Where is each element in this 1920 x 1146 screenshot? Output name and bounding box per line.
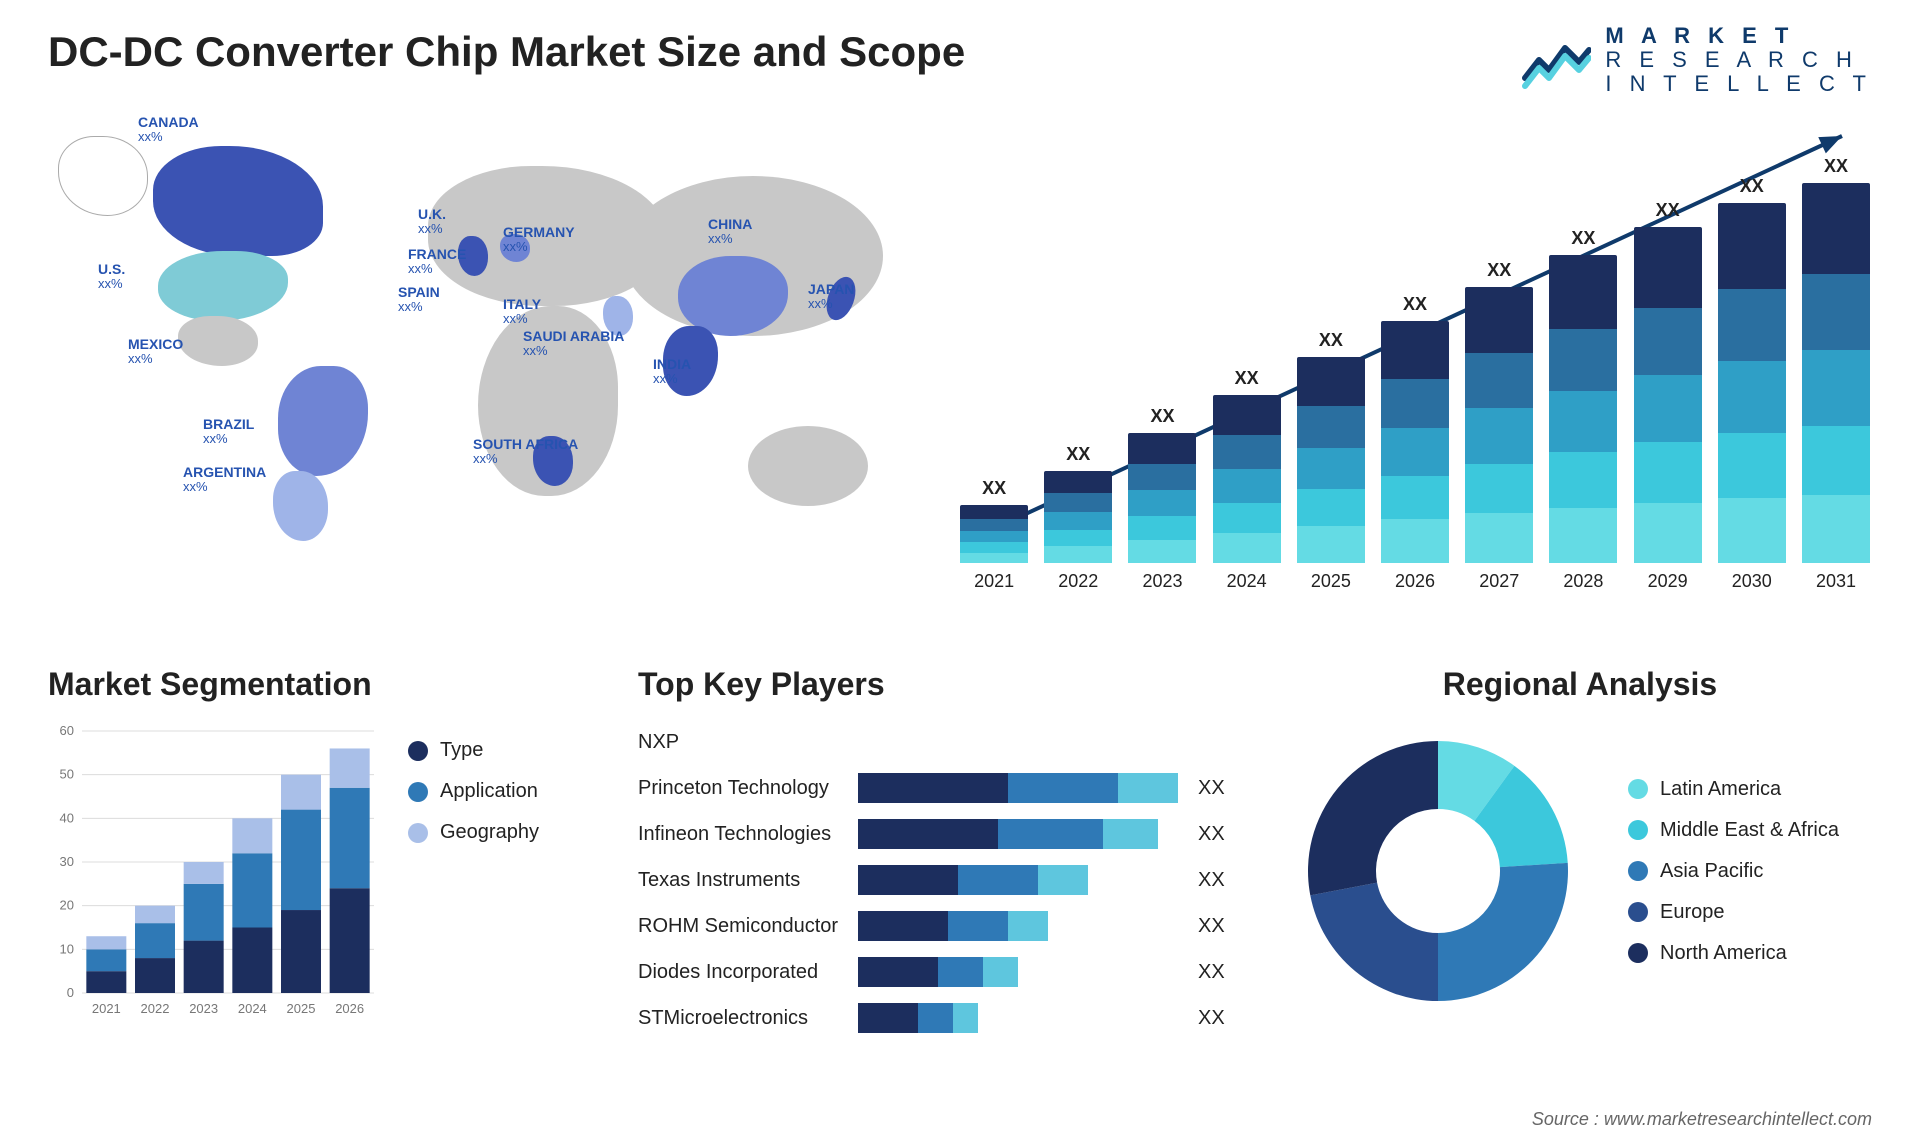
map-label: SPAINxx% — [398, 284, 440, 315]
donut-slice — [1438, 863, 1568, 1001]
player-value: XX — [1198, 915, 1225, 938]
svg-text:60: 60 — [60, 723, 74, 738]
player-value: XX — [1198, 869, 1225, 892]
map-label: U.K.xx% — [418, 206, 446, 237]
growth-bar: XX2023 — [1126, 406, 1198, 592]
source-credit: Source : www.marketresearchintellect.com — [1532, 1109, 1872, 1130]
logo-mark-icon — [1521, 30, 1591, 90]
svg-text:2026: 2026 — [335, 1001, 364, 1016]
growth-bar: XX2025 — [1295, 330, 1367, 592]
player-name: NXP — [638, 731, 858, 754]
map-label: ITALYxx% — [503, 296, 541, 327]
svg-text:50: 50 — [60, 767, 74, 782]
logo-line3: I N T E L L E C T — [1605, 72, 1872, 96]
player-name: Infineon Technologies — [638, 823, 858, 846]
player-row: NXP — [638, 721, 1258, 763]
growth-bar: XX2029 — [1632, 200, 1704, 592]
growth-chart: XX2021XX2022XX2023XX2024XX2025XX2026XX20… — [958, 106, 1872, 626]
regional-title: Regional Analysis — [1288, 666, 1872, 703]
map-label: CANADAxx% — [138, 114, 199, 145]
map-label: MEXICOxx% — [128, 336, 183, 367]
growth-bar: XX2028 — [1547, 228, 1619, 592]
svg-text:0: 0 — [67, 985, 74, 1000]
segmentation-title: Market Segmentation — [48, 666, 608, 703]
player-row: Princeton Technology XX — [638, 767, 1258, 809]
svg-text:2021: 2021 — [92, 1001, 121, 1016]
player-row: Infineon Technologies XX — [638, 813, 1258, 855]
players-title: Top Key Players — [638, 666, 1258, 703]
legend-item: North America — [1628, 942, 1839, 965]
player-row: Texas Instruments XX — [638, 859, 1258, 901]
map-label: SOUTH AFRICAxx% — [473, 436, 578, 467]
map-label: JAPANxx% — [808, 281, 854, 312]
map-label: ARGENTINAxx% — [183, 464, 266, 495]
regional-donut-chart — [1288, 721, 1588, 1021]
growth-bar: XX2022 — [1042, 444, 1114, 592]
player-name: Princeton Technology — [638, 777, 858, 800]
svg-text:2023: 2023 — [189, 1001, 218, 1016]
svg-text:2022: 2022 — [141, 1001, 170, 1016]
brand-logo: M A R K E T R E S E A R C H I N T E L L … — [1521, 24, 1872, 97]
map-label: CHINAxx% — [708, 216, 752, 247]
growth-bar: XX2021 — [958, 478, 1030, 592]
svg-text:2024: 2024 — [238, 1001, 267, 1016]
player-value: XX — [1198, 823, 1225, 846]
legend-item: Europe — [1628, 901, 1839, 924]
players-panel: Top Key Players NXP Princeton Technology X… — [638, 666, 1258, 1046]
segmentation-chart: 0 10 20 30 40 50 60 2021 2022 2023 2024 2025 2026 — [48, 721, 378, 1021]
legend-item: Geography — [408, 821, 539, 844]
map-label: FRANCExx% — [408, 246, 466, 277]
player-row: ROHM Semiconductor XX — [638, 905, 1258, 947]
regional-legend: Latin America Middle East & Africa Asia Pa… — [1628, 760, 1839, 983]
legend-item: Asia Pacific — [1628, 860, 1839, 883]
growth-bar: XX2030 — [1716, 176, 1788, 592]
segmentation-panel: Market Segmentation 0 10 20 30 40 50 60 2021 202… — [48, 666, 608, 1046]
legend-item: Type — [408, 739, 539, 762]
legend-item: Application — [408, 780, 539, 803]
regional-panel: Regional Analysis Latin America Middle Ea… — [1288, 666, 1872, 1046]
player-value: XX — [1198, 961, 1225, 984]
player-row: STMicroelectronics XX — [638, 997, 1258, 1039]
player-row: Diodes Incorporated XX — [638, 951, 1258, 993]
map-label: U.S.xx% — [98, 261, 125, 292]
map-label: BRAZILxx% — [203, 416, 254, 447]
growth-bar: XX2026 — [1379, 294, 1451, 592]
player-name: ROHM Semiconductor — [638, 915, 858, 938]
map-label: GERMANYxx% — [503, 224, 575, 255]
donut-slice — [1310, 883, 1438, 1001]
player-value: XX — [1198, 1007, 1225, 1030]
growth-bar: XX2027 — [1463, 260, 1535, 592]
growth-bar: XX2031 — [1800, 156, 1872, 592]
svg-text:10: 10 — [60, 941, 74, 956]
map-label: INDIAxx% — [653, 356, 691, 387]
segmentation-legend: Type Application Geography — [408, 721, 539, 1021]
svg-text:20: 20 — [60, 898, 74, 913]
legend-item: Middle East & Africa — [1628, 819, 1839, 842]
svg-text:30: 30 — [60, 854, 74, 869]
legend-item: Latin America — [1628, 778, 1839, 801]
logo-line1: M A R K E T — [1605, 24, 1872, 48]
player-name: STMicroelectronics — [638, 1007, 858, 1030]
player-value: XX — [1198, 777, 1225, 800]
player-name: Texas Instruments — [638, 869, 858, 892]
logo-line2: R E S E A R C H — [1605, 48, 1872, 72]
player-name: Diodes Incorporated — [638, 961, 858, 984]
growth-bar: XX2024 — [1211, 368, 1283, 592]
map-label: SAUDI ARABIAxx% — [523, 328, 624, 359]
world-map: CANADAxx% U.S.xx% MEXICOxx% BRAZILxx% ARGENT… — [48, 106, 918, 626]
svg-text:2025: 2025 — [287, 1001, 316, 1016]
donut-slice — [1308, 741, 1438, 895]
svg-text:40: 40 — [60, 810, 74, 825]
